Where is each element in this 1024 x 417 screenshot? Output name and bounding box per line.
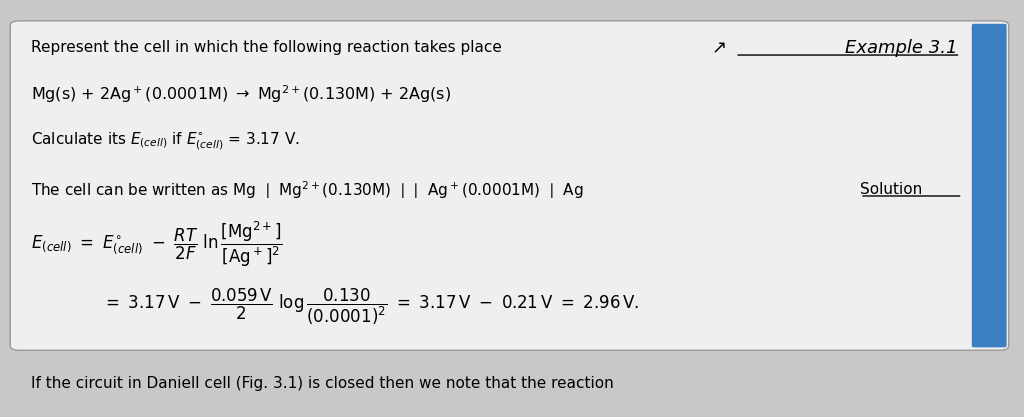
Text: $\nearrow$: $\nearrow$ <box>708 39 726 57</box>
Text: $E_{(cell)}\ =\ E^{\circ}_{(cell)}\ -\ \dfrac{RT}{2F}\ \ln\dfrac{[\mathrm{Mg}^{2: $E_{(cell)}\ =\ E^{\circ}_{(cell)}\ -\ \… <box>31 219 283 269</box>
Text: Mg(s) + 2Ag$^+$(0.0001M) $\rightarrow$ Mg$^{2+}$(0.130M) + 2Ag(s): Mg(s) + 2Ag$^+$(0.0001M) $\rightarrow$ M… <box>31 83 451 105</box>
Text: Calculate its $E_{(cell)}$ if $E^{\circ}_{(cell)}$ = 3.17 V.: Calculate its $E_{(cell)}$ if $E^{\circ}… <box>31 131 300 153</box>
FancyBboxPatch shape <box>972 24 1007 347</box>
Text: $=\ 3.17\,\mathrm{V}\ -\ \dfrac{0.059\,\mathrm{V}}{2}\ \log\dfrac{0.130}{(0.0001: $=\ 3.17\,\mathrm{V}\ -\ \dfrac{0.059\,\… <box>102 286 640 327</box>
Text: Example 3.1: Example 3.1 <box>845 39 957 57</box>
Text: The cell can be written as Mg $\mid$ Mg$^{2+}$(0.130M) $\mid\mid$ Ag$^+$(0.0001M: The cell can be written as Mg $\mid$ Mg$… <box>31 179 584 201</box>
FancyBboxPatch shape <box>10 21 1009 350</box>
Text: Solution: Solution <box>860 182 923 197</box>
Text: If the circuit in Daniell cell (Fig. 3.1) is closed then we note that the reacti: If the circuit in Daniell cell (Fig. 3.1… <box>31 376 613 391</box>
Text: Represent the cell in which the following reaction takes place: Represent the cell in which the followin… <box>31 40 502 55</box>
